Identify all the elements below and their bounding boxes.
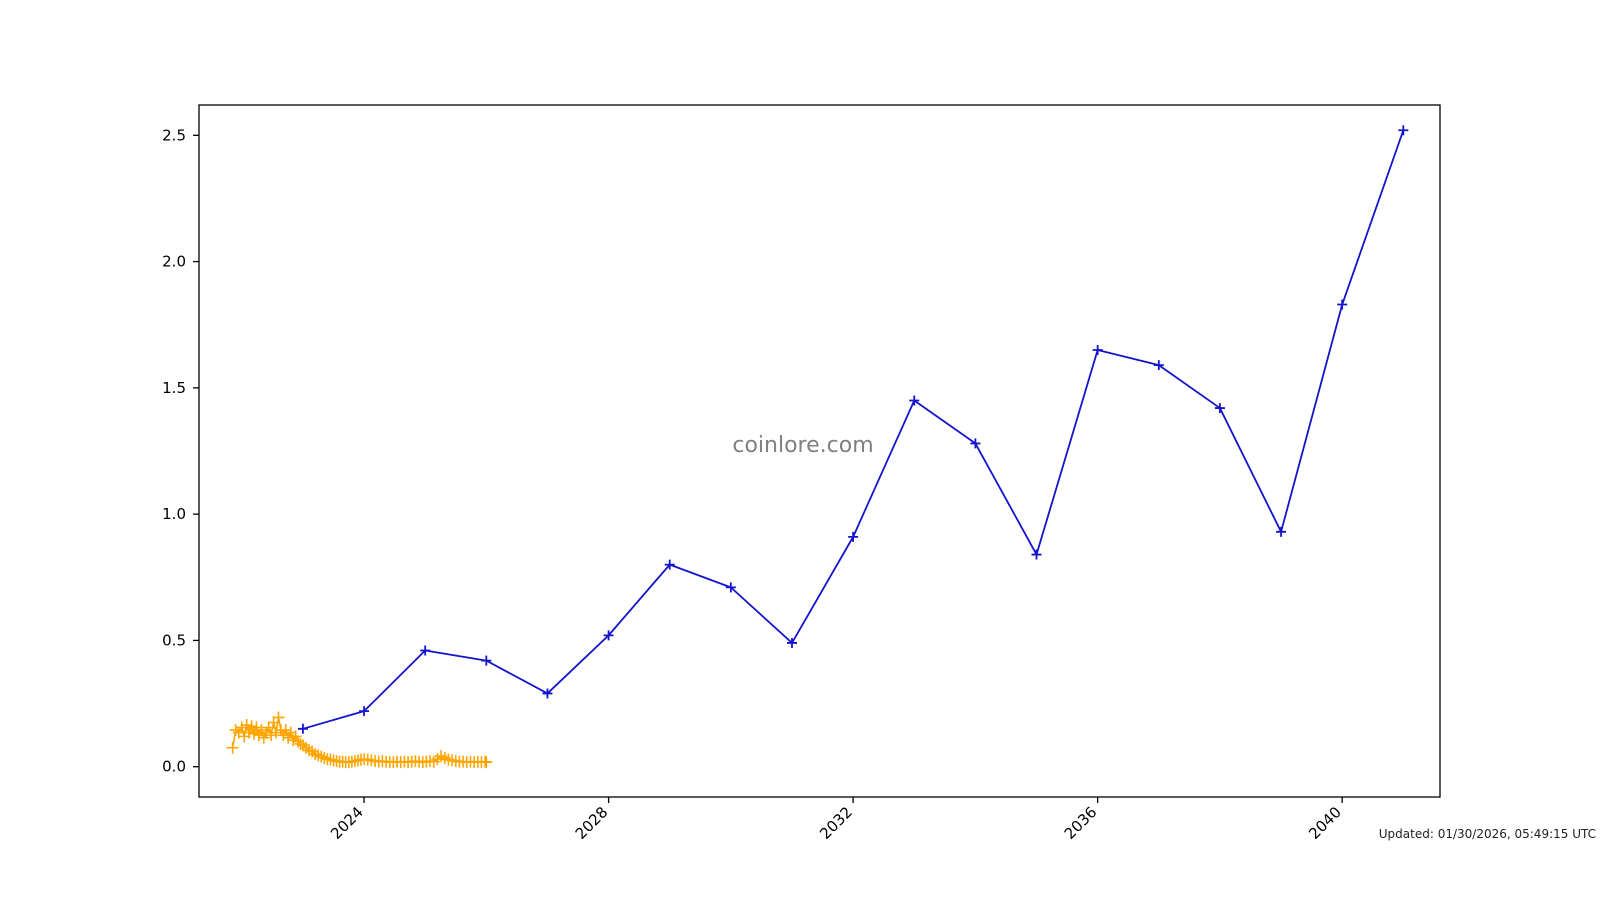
data-point-marker [267, 716, 280, 729]
data-point-marker [265, 729, 278, 742]
data-point-marker [1214, 403, 1225, 414]
data-point-marker [255, 724, 268, 737]
data-point-marker [226, 741, 239, 754]
updated-timestamp: Updated: 01/30/2026, 05:49:15 UTC [1379, 827, 1596, 841]
data-point-marker [1092, 344, 1103, 355]
data-point-marker [603, 630, 614, 641]
x-axis-tick-labels: 2024 2028 2032 2036 2040 [327, 803, 1345, 843]
y-tick-label: 1.0 [162, 505, 186, 523]
data-point-marker [299, 741, 312, 754]
data-point-marker [279, 724, 292, 737]
data-point-marker [248, 727, 261, 740]
data-point-marker [296, 739, 309, 752]
data-point-marker [909, 395, 920, 406]
data-point-marker [1031, 549, 1042, 560]
data-point-marker [420, 645, 431, 656]
data-point-marker [1398, 125, 1409, 136]
data-point-marker [250, 721, 263, 734]
data-point-marker [970, 438, 981, 449]
data-point-marker [315, 750, 328, 763]
data-point-marker [786, 637, 797, 648]
y-tick-label: 0.0 [162, 758, 186, 776]
series-line [302, 129, 1405, 730]
data-point-marker [245, 720, 258, 733]
x-tick-label: 2040 [1305, 803, 1345, 843]
data-point-marker [303, 744, 316, 757]
plot-border [198, 104, 1441, 798]
plot-frame [198, 104, 1441, 798]
data-point-marker [725, 582, 736, 593]
data-point-marker [542, 688, 553, 699]
data-point-marker [229, 724, 242, 737]
data-point-marker [297, 723, 308, 734]
data-point-marker [270, 726, 283, 739]
data-point-marker [359, 706, 370, 717]
data-point-marker [1153, 360, 1164, 371]
data-point-marker [664, 559, 675, 570]
data-point-marker [235, 721, 248, 734]
series-forecast-price [297, 125, 1409, 734]
data-point-marker [289, 730, 302, 743]
data-point-marker [1337, 299, 1348, 310]
y-tick-label: 0.5 [162, 631, 186, 649]
data-point-marker [481, 655, 492, 666]
data-point-marker [306, 745, 319, 758]
x-tick-label: 2028 [572, 803, 612, 843]
data-point-marker [272, 711, 285, 724]
y-tick-label: 1.5 [162, 379, 186, 397]
data-point-marker [1276, 526, 1287, 537]
data-point-marker [282, 731, 295, 744]
x-tick-label: 2036 [1061, 803, 1101, 843]
data-point-marker [312, 749, 325, 762]
data-point-marker [257, 731, 270, 744]
data-point-marker [240, 719, 253, 732]
data-point-marker [262, 721, 275, 734]
x-tick-label: 2032 [816, 803, 856, 843]
data-series-group [226, 125, 1409, 769]
x-tick-label: 2024 [327, 803, 367, 843]
data-point-marker [318, 751, 331, 764]
y-axis-tick-labels: 0.0 0.5 1.0 1.5 2.0 2.5 [162, 126, 186, 775]
data-point-marker [309, 748, 322, 761]
data-point-marker [243, 726, 256, 739]
data-point-marker [480, 756, 493, 769]
axis-ticks [193, 134, 1343, 803]
data-point-marker [277, 729, 290, 742]
data-point-marker [848, 531, 859, 542]
series-historical-price [226, 711, 493, 769]
watermark-label: coinlore.com [732, 433, 873, 458]
y-tick-label: 2.0 [162, 253, 186, 271]
data-point-marker [252, 729, 265, 742]
y-tick-label: 2.5 [162, 126, 186, 144]
